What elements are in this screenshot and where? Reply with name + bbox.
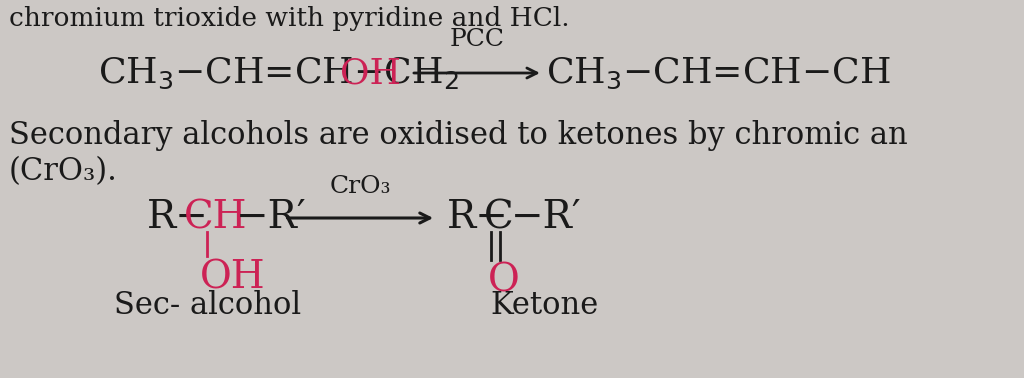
Text: Sec- alcohol: Sec- alcohol — [114, 291, 301, 322]
Text: CH$_3$−CH=CH−CH: CH$_3$−CH=CH−CH — [547, 55, 891, 91]
Text: −R′: −R′ — [236, 200, 306, 237]
Text: OH: OH — [340, 56, 400, 90]
Text: CH$_3$−CH=CH−CH$_2$: CH$_3$−CH=CH−CH$_2$ — [98, 55, 459, 91]
Text: R−: R− — [446, 200, 509, 237]
Text: chromium trioxide with pyridine and HCl.: chromium trioxide with pyridine and HCl. — [9, 6, 569, 31]
Text: CrO₃: CrO₃ — [330, 175, 391, 198]
Text: R−: R− — [146, 200, 209, 237]
Text: C: C — [484, 200, 514, 237]
Text: (CrO₃).: (CrO₃). — [9, 156, 118, 187]
Text: Ketone: Ketone — [490, 291, 599, 322]
Text: −R′: −R′ — [511, 200, 582, 237]
Text: PCC: PCC — [450, 28, 505, 51]
Text: Secondary alcohols are oxidised to ketones by chromic an: Secondary alcohols are oxidised to keton… — [9, 120, 907, 151]
Text: OH: OH — [201, 260, 266, 296]
Text: CH: CH — [184, 200, 248, 237]
Text: O: O — [487, 262, 519, 299]
